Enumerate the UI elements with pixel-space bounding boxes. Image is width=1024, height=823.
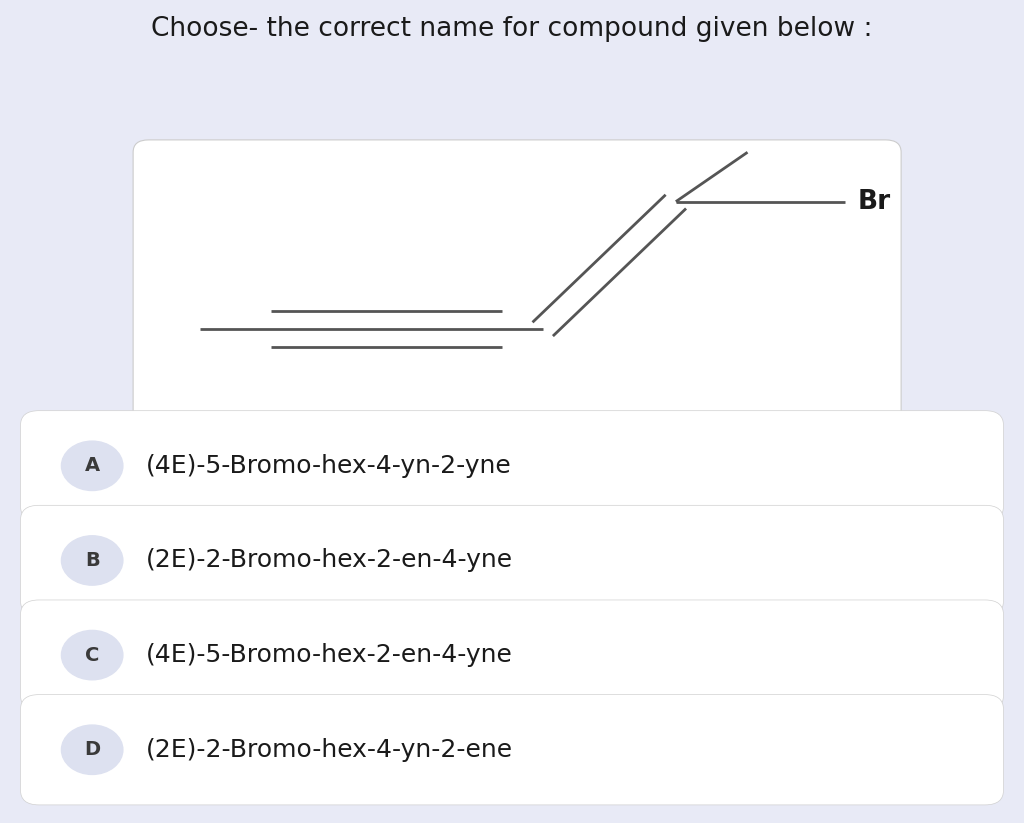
Text: D: D [84,740,100,760]
Text: Br: Br [858,188,891,215]
Circle shape [61,441,123,491]
Circle shape [61,630,123,680]
Text: (2E)-2-Bromo-hex-4-yn-2-ene: (2E)-2-Bromo-hex-4-yn-2-ene [145,737,513,762]
FancyBboxPatch shape [20,600,1004,710]
FancyBboxPatch shape [20,505,1004,616]
Text: C: C [85,645,99,665]
Text: (4E)-5-Bromo-hex-2-en-4-yne: (4E)-5-Bromo-hex-2-en-4-yne [145,643,512,667]
Text: (4E)-5-Bromo-hex-4-yn-2-yne: (4E)-5-Bromo-hex-4-yn-2-yne [145,453,511,478]
Text: B: B [85,551,99,570]
Text: (2E)-2-Bromo-hex-2-en-4-yne: (2E)-2-Bromo-hex-2-en-4-yne [145,548,513,573]
Text: Choose- the correct name for compound given below :: Choose- the correct name for compound gi… [152,16,872,42]
Circle shape [61,725,123,774]
FancyBboxPatch shape [133,140,901,494]
Text: A: A [85,456,99,476]
FancyBboxPatch shape [20,695,1004,805]
FancyBboxPatch shape [20,411,1004,521]
Circle shape [61,536,123,585]
